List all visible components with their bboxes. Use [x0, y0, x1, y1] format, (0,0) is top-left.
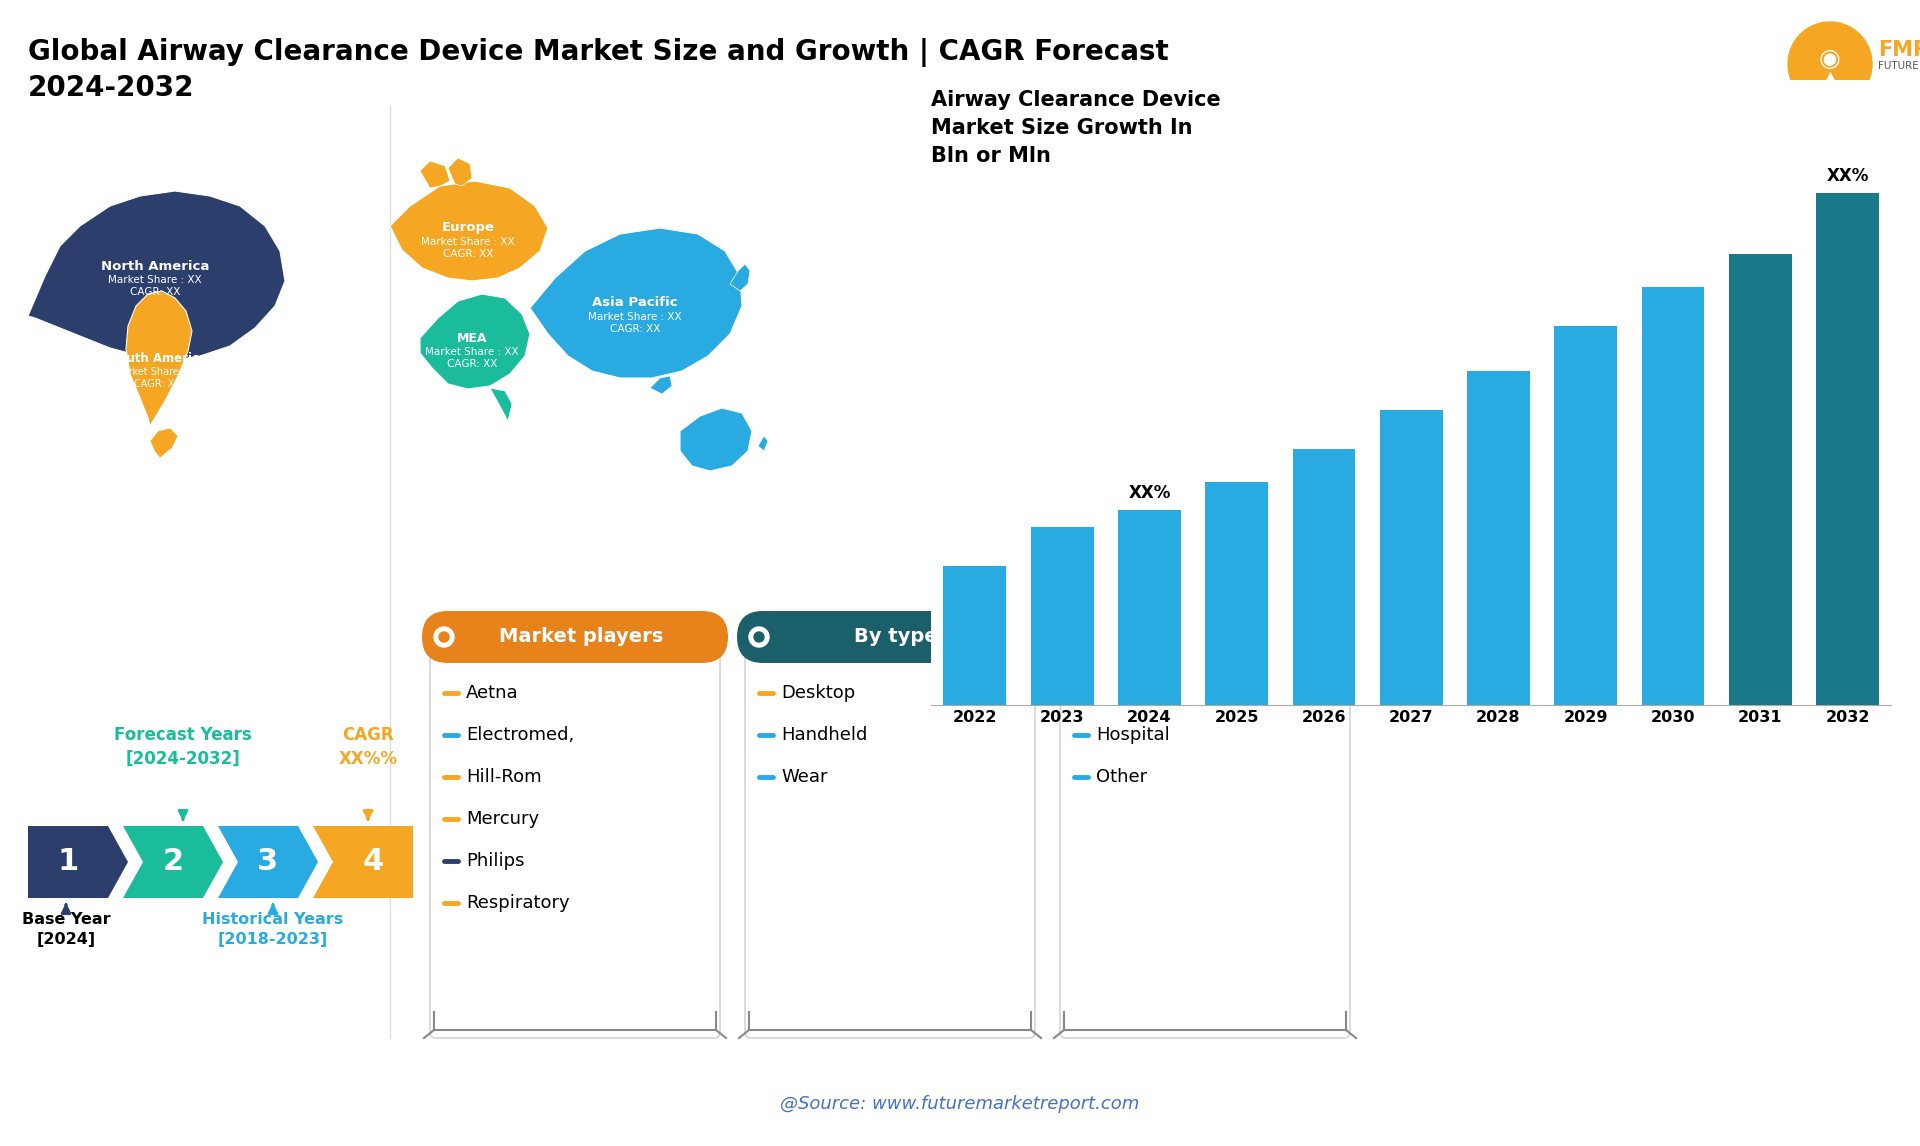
Circle shape	[440, 631, 449, 642]
Text: Hill-Rom: Hill-Rom	[467, 768, 541, 786]
Text: 2: 2	[163, 848, 184, 877]
Text: ◉: ◉	[1818, 47, 1841, 71]
Circle shape	[1064, 627, 1085, 647]
Circle shape	[749, 627, 770, 647]
Text: CAGR: XX: CAGR: XX	[131, 286, 180, 297]
Text: CAGR: XX: CAGR: XX	[611, 324, 660, 333]
Text: Market Share : XX: Market Share : XX	[108, 275, 202, 285]
Circle shape	[1788, 22, 1872, 105]
Bar	[1117, 510, 1181, 705]
Text: Other: Other	[1096, 768, 1146, 786]
Text: 2024-2032: 2024-2032	[29, 74, 194, 102]
Text: ▲: ▲	[1822, 69, 1837, 87]
Text: FUTURE MARKET REPORT: FUTURE MARKET REPORT	[1878, 61, 1920, 71]
Circle shape	[1069, 631, 1079, 642]
Bar	[943, 566, 1006, 705]
Bar	[1380, 410, 1442, 705]
Text: Airway Clearance Device
Market Size Growth In
Bln or Mln: Airway Clearance Device Market Size Grow…	[931, 91, 1221, 166]
Polygon shape	[680, 408, 753, 471]
FancyBboxPatch shape	[430, 617, 720, 1038]
Text: Market Share : XX: Market Share : XX	[113, 367, 202, 377]
FancyBboxPatch shape	[737, 611, 1043, 664]
Text: Respiratory: Respiratory	[467, 894, 570, 912]
Text: By application: By application	[1133, 628, 1288, 646]
Text: CAGR: XX: CAGR: XX	[444, 249, 493, 259]
Text: South America: South America	[109, 352, 207, 364]
Text: @Source: www.futuremarketreport.com: @Source: www.futuremarketreport.com	[780, 1094, 1140, 1113]
Text: Aetna: Aetna	[467, 684, 518, 702]
Bar	[1642, 288, 1705, 705]
Polygon shape	[420, 160, 449, 188]
Polygon shape	[651, 376, 672, 394]
Text: Mercury: Mercury	[467, 810, 540, 829]
Text: 3: 3	[257, 848, 278, 877]
Polygon shape	[447, 158, 472, 186]
Polygon shape	[530, 228, 741, 378]
Text: CAGR
XX%%: CAGR XX%%	[338, 727, 397, 768]
Text: Market players: Market players	[499, 628, 662, 646]
Text: MEA: MEA	[457, 331, 488, 345]
Circle shape	[434, 627, 453, 647]
FancyBboxPatch shape	[1052, 611, 1357, 664]
Polygon shape	[123, 826, 223, 898]
Bar	[1206, 482, 1267, 705]
Bar	[1292, 449, 1356, 705]
Text: Europe: Europe	[442, 221, 495, 235]
Polygon shape	[29, 191, 284, 361]
Polygon shape	[420, 295, 530, 388]
Text: Historical Years
[2018-2023]: Historical Years [2018-2023]	[202, 912, 344, 947]
Text: Hospital: Hospital	[1096, 727, 1169, 744]
Text: By type: By type	[854, 628, 937, 646]
Text: 1: 1	[58, 848, 79, 877]
Text: Electromed,: Electromed,	[467, 727, 574, 744]
Circle shape	[755, 631, 764, 642]
Text: Asia Pacific: Asia Pacific	[591, 297, 678, 309]
Text: Desktop: Desktop	[781, 684, 854, 702]
Text: CAGR: XX: CAGR: XX	[134, 379, 182, 388]
Polygon shape	[219, 826, 319, 898]
Text: Market Share : XX: Market Share : XX	[424, 347, 518, 358]
Text: Forecast Years
[2024-2032]: Forecast Years [2024-2032]	[113, 727, 252, 768]
Text: Handheld: Handheld	[781, 727, 868, 744]
Text: CAGR: XX: CAGR: XX	[447, 359, 497, 369]
Text: Philips: Philips	[467, 851, 524, 870]
Polygon shape	[29, 826, 129, 898]
Polygon shape	[490, 388, 513, 421]
Text: Market Share : XX: Market Share : XX	[420, 237, 515, 248]
Bar	[1555, 327, 1617, 705]
FancyBboxPatch shape	[1060, 617, 1350, 1038]
Text: XX%: XX%	[1826, 166, 1868, 185]
Bar	[1816, 193, 1880, 705]
Text: FMR: FMR	[1878, 40, 1920, 60]
Text: North America: North America	[102, 259, 209, 273]
Text: XX%: XX%	[1129, 484, 1171, 502]
Text: Global Airway Clearance Device Market Size and Growth | CAGR Forecast: Global Airway Clearance Device Market Si…	[29, 38, 1169, 66]
FancyBboxPatch shape	[422, 611, 728, 664]
Polygon shape	[313, 826, 413, 898]
Polygon shape	[150, 427, 179, 458]
Bar	[1467, 371, 1530, 705]
Text: Clinic: Clinic	[1096, 684, 1144, 702]
Polygon shape	[730, 264, 751, 291]
Bar	[1728, 254, 1791, 705]
Text: Market Share : XX: Market Share : XX	[588, 312, 682, 322]
Text: 4: 4	[363, 848, 384, 877]
Text: Base Year
[2024]: Base Year [2024]	[21, 912, 109, 947]
Polygon shape	[127, 291, 192, 426]
Polygon shape	[390, 181, 547, 281]
Polygon shape	[758, 435, 768, 452]
Bar	[1031, 527, 1094, 705]
Text: Wear: Wear	[781, 768, 828, 786]
FancyBboxPatch shape	[745, 617, 1035, 1038]
